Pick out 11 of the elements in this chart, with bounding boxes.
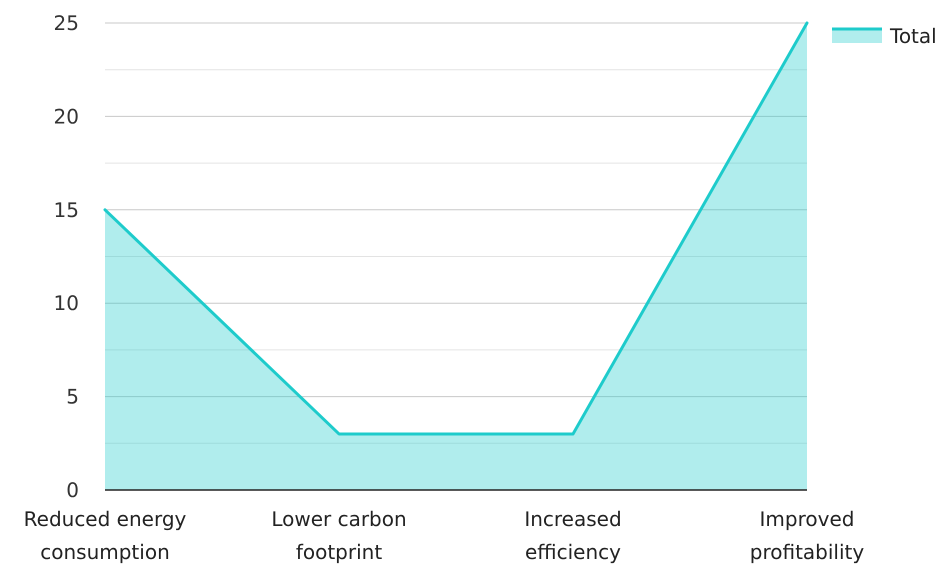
y-tick-label: 10 — [54, 291, 79, 316]
y-tick-label: 25 — [54, 11, 79, 35]
y-tick-label: 15 — [54, 198, 79, 222]
y-tick-label: 20 — [54, 104, 79, 128]
x-tick-label: Lower carbon footprint — [271, 507, 407, 564]
y-tick-label: 5 — [66, 384, 79, 409]
y-tick-label: 0 — [66, 478, 79, 502]
x-tick-label: Improved profitability — [750, 507, 864, 564]
x-tick-label: Reduced energy consumption — [24, 507, 187, 564]
legend-label: Total — [889, 24, 937, 48]
x-tick-label: Increased efficiency — [524, 507, 622, 564]
